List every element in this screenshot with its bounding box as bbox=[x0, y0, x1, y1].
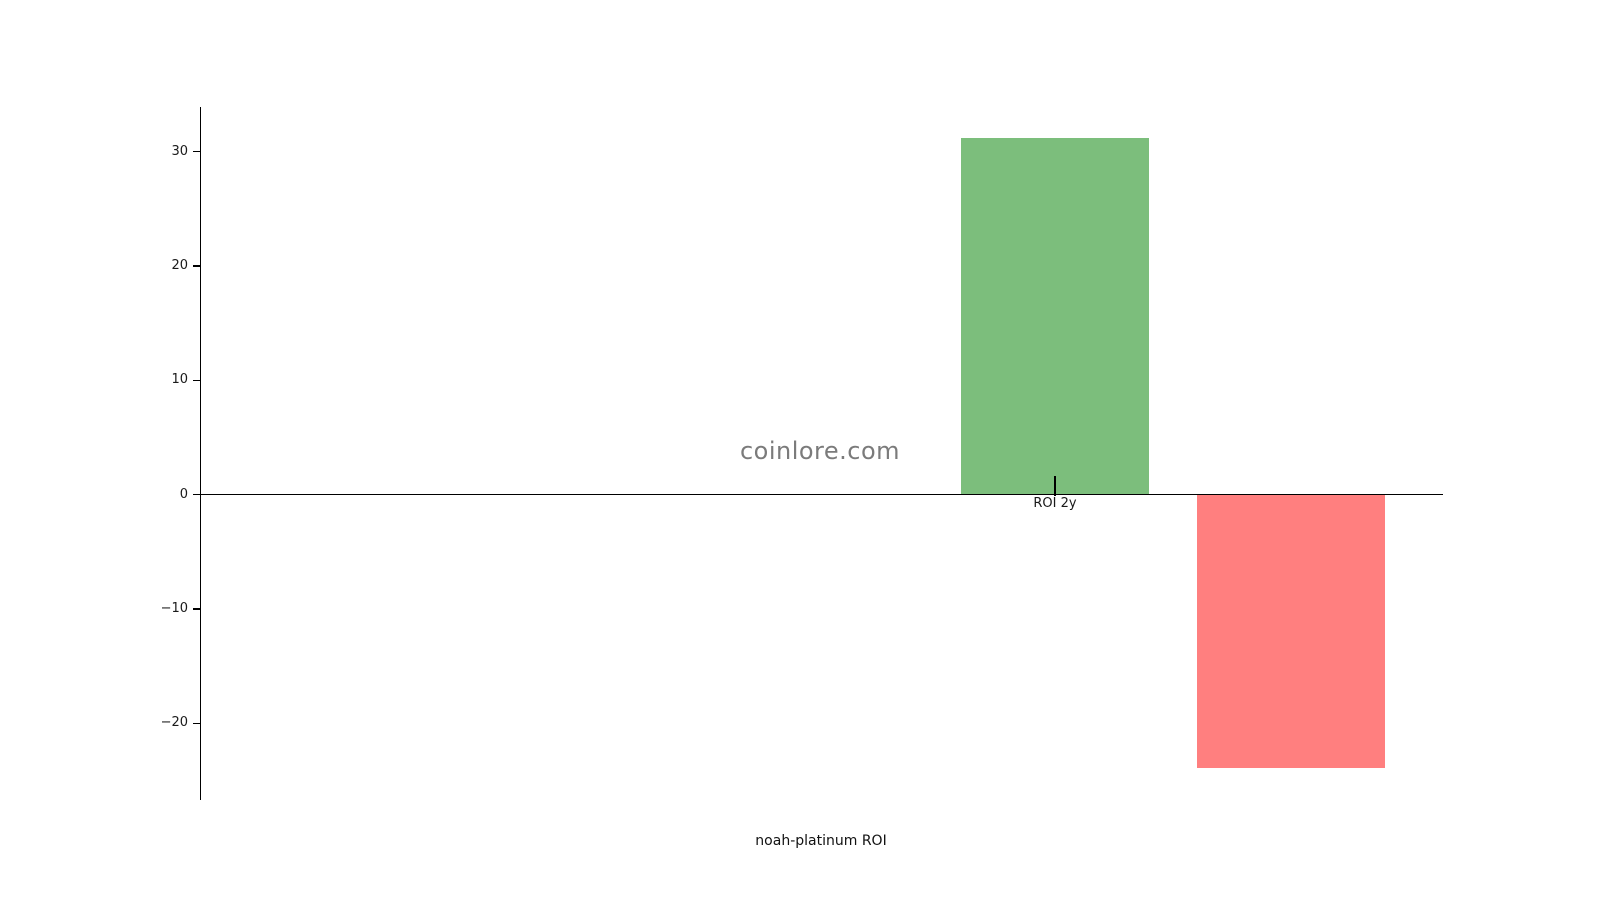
y-tick-mark bbox=[192, 379, 200, 381]
x-tick-mark bbox=[1054, 475, 1056, 497]
x-tick-label: ROI 2y bbox=[1033, 496, 1077, 512]
watermark-text: coinlore.com bbox=[739, 437, 901, 465]
y-tick-label: 20 bbox=[171, 257, 188, 273]
bar-roi-2y bbox=[961, 137, 1149, 495]
y-axis-spine bbox=[199, 107, 201, 800]
y-tick-mark bbox=[192, 265, 200, 267]
bar-series-2 bbox=[1197, 494, 1385, 768]
y-tick-label: −20 bbox=[160, 715, 188, 731]
y-tick-mark bbox=[192, 608, 200, 610]
y-tick-label: 30 bbox=[171, 143, 188, 159]
x-axis-spine bbox=[199, 493, 1443, 496]
chart-xlabel: noah-platinum ROI bbox=[755, 833, 887, 849]
y-tick-mark bbox=[192, 150, 200, 153]
y-tick-label: 0 bbox=[179, 486, 188, 502]
y-tick-label: 10 bbox=[171, 372, 188, 388]
y-tick-label: −10 bbox=[160, 601, 188, 617]
y-tick-mark bbox=[192, 722, 200, 724]
y-tick-mark bbox=[192, 494, 200, 496]
